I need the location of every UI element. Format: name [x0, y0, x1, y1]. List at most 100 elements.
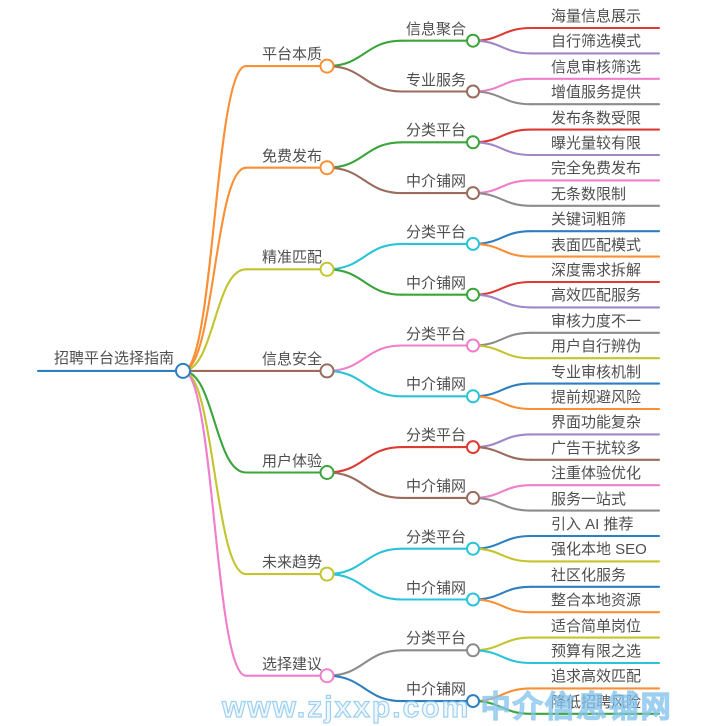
- branch-link: [471, 496, 533, 512]
- leaf-topic[interactable]: 用户自行辨伪: [551, 338, 642, 356]
- leaf-topic[interactable]: 预算有限之选: [551, 643, 642, 660]
- branch-link: [471, 547, 533, 563]
- subtopic[interactable]: 分类平台: [405, 223, 466, 241]
- leaf-topic[interactable]: 专业审核机制: [551, 363, 642, 381]
- leaf-topic[interactable]: 增值服务提供: [551, 84, 642, 102]
- leaf-topic[interactable]: 高效匹配服务: [551, 287, 642, 305]
- leaf-topic[interactable]: 服务一站式: [551, 490, 627, 508]
- branch-link: [471, 433, 533, 449]
- topic-node[interactable]: [175, 362, 191, 379]
- subtopic[interactable]: 中介铺网: [405, 477, 466, 495]
- leaf-topic[interactable]: 界面功能复杂: [551, 414, 642, 432]
- topic-node[interactable]: [466, 440, 480, 455]
- branch-link: [471, 280, 533, 296]
- subtopic[interactable]: 专业服务: [405, 71, 466, 89]
- topic-node[interactable]: [466, 694, 480, 709]
- branch-link: [181, 369, 248, 576]
- branch-link: [471, 700, 533, 715]
- topic-node[interactable]: [466, 33, 480, 48]
- branch-topic[interactable]: 精准匹配: [261, 249, 322, 267]
- leaf-topic[interactable]: 深度需求拆解: [551, 262, 642, 279]
- topic-node[interactable]: [466, 236, 480, 251]
- branch-link: [471, 128, 533, 144]
- leaf-topic[interactable]: 提前规避风险: [551, 389, 642, 406]
- leaf-topic[interactable]: 追求高效匹配: [551, 668, 642, 686]
- branch-link: [471, 141, 533, 157]
- subtopic[interactable]: 分类平台: [405, 122, 466, 140]
- leaf-topic[interactable]: 强化本地 SEO: [551, 541, 647, 559]
- branch-topic[interactable]: 信息安全: [261, 350, 322, 368]
- leaf-topic[interactable]: 发布条数受限: [551, 109, 642, 127]
- subtopic[interactable]: 中介铺网: [405, 274, 466, 292]
- branch-link: [471, 395, 533, 411]
- topic-node[interactable]: [466, 338, 480, 353]
- leaf-topic[interactable]: 社区化服务: [551, 566, 627, 584]
- subtopic[interactable]: 分类平台: [405, 325, 466, 343]
- branch-link: [471, 242, 533, 258]
- topic-node[interactable]: [319, 465, 335, 480]
- topic-node[interactable]: [319, 566, 335, 582]
- subtopic[interactable]: 中介铺网: [405, 376, 466, 394]
- topic-node[interactable]: [466, 643, 480, 658]
- topic-node[interactable]: [466, 592, 480, 607]
- branch-link: [471, 344, 533, 360]
- branch-link: [181, 166, 248, 372]
- leaf-topic[interactable]: 自行筛选模式: [551, 33, 642, 51]
- subtopic[interactable]: 分类平台: [405, 427, 466, 445]
- branch-link: [181, 65, 248, 372]
- branch-topic[interactable]: 选择建议: [261, 655, 322, 673]
- topic-node[interactable]: [319, 261, 335, 277]
- branch-link: [181, 268, 248, 372]
- branch-link: [471, 90, 533, 106]
- branch-link: [325, 674, 404, 703]
- branch-topic[interactable]: 免费发布: [261, 147, 322, 165]
- branch-link: [471, 39, 533, 55]
- subtopic[interactable]: 中介铺网: [405, 681, 466, 699]
- branch-link: [471, 598, 533, 614]
- subtopic[interactable]: 分类平台: [405, 630, 466, 648]
- subtopic[interactable]: 信息聚合: [405, 20, 466, 38]
- topic-node[interactable]: [466, 84, 480, 99]
- leaf-topic[interactable]: 海量信息展示: [551, 8, 642, 25]
- topic-node[interactable]: [319, 668, 335, 684]
- leaf-topic[interactable]: 广告干扰较多: [551, 439, 642, 457]
- topic-node[interactable]: [466, 135, 480, 150]
- subtopic[interactable]: 中介铺网: [405, 173, 466, 191]
- topic-node[interactable]: [319, 58, 335, 74]
- leaf-topic[interactable]: 引入 AI 推荐: [551, 516, 634, 533]
- branch-link: [325, 242, 404, 271]
- branch-topic[interactable]: 平台本质: [261, 46, 322, 64]
- leaf-topic[interactable]: 表面匹配模式: [551, 236, 642, 254]
- topic-node[interactable]: [319, 160, 335, 176]
- leaf-topic[interactable]: 无条数限制: [551, 185, 627, 203]
- topic-node[interactable]: [466, 186, 480, 201]
- leaf-topic[interactable]: 关键词粗筛: [551, 211, 627, 229]
- leaf-topic[interactable]: 注重体验优化: [551, 465, 642, 483]
- subtopic[interactable]: 分类平台: [405, 528, 466, 546]
- topic-node[interactable]: [466, 287, 480, 302]
- topic-node[interactable]: [466, 541, 480, 556]
- branch-topic[interactable]: 用户体验: [261, 452, 322, 470]
- leaf-topic[interactable]: 整合本地资源: [551, 592, 642, 610]
- subtopic[interactable]: 中介铺网: [405, 579, 466, 597]
- branch-topic[interactable]: 未来趋势: [261, 554, 322, 572]
- branch-link: [471, 585, 533, 601]
- topic-node[interactable]: [466, 490, 480, 505]
- topic-node[interactable]: [466, 389, 480, 404]
- leaf-topic[interactable]: 审核力度不一: [551, 312, 642, 330]
- watermark-text: www.zjxxp.com 中介信息铺网: [221, 690, 673, 724]
- branch-link: [325, 471, 404, 499]
- root-topic[interactable]: 招聘平台选择指南: [53, 349, 174, 367]
- branch-link: [325, 446, 404, 474]
- branch-link: [471, 331, 533, 347]
- branch-link: [325, 344, 404, 372]
- leaf-topic[interactable]: 适合简单岗位: [551, 617, 642, 635]
- branch-link: [471, 382, 533, 398]
- leaf-topic[interactable]: 完全免费发布: [551, 160, 642, 178]
- leaf-topic[interactable]: 降低招聘风险: [551, 693, 642, 711]
- branch-link: [325, 649, 404, 677]
- leaf-topic[interactable]: 信息审核筛选: [551, 58, 642, 76]
- leaf-topic[interactable]: 曝光量较有限: [551, 135, 642, 152]
- topic-node[interactable]: [319, 363, 335, 379]
